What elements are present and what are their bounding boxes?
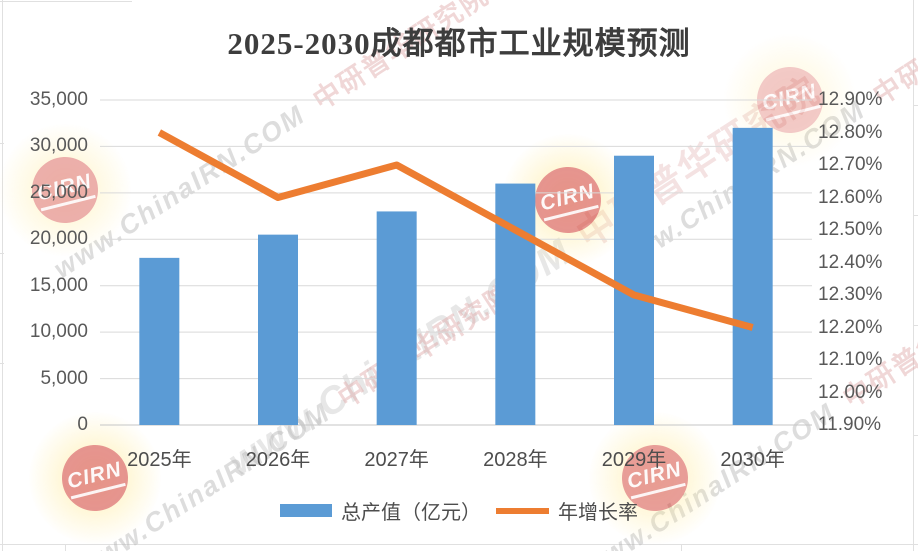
bar-2026年[interactable] xyxy=(258,234,298,425)
x-axis-tick-label[interactable]: 2027年 xyxy=(364,449,429,471)
x-axis-tick-label[interactable]: 2026年 xyxy=(245,449,311,471)
legend-bar-swatch xyxy=(280,504,332,517)
left-axis-tick-label[interactable]: 25,000 xyxy=(29,181,88,203)
spreadsheet-gridline xyxy=(0,253,4,254)
spreadsheet-gridline xyxy=(65,544,66,551)
left-axis-tick-label[interactable]: 20,000 xyxy=(29,228,88,250)
right-axis-tick-label[interactable]: 12.80% xyxy=(818,121,883,143)
legend-label-output-value: 总产值（亿元） xyxy=(341,502,481,524)
left-axis[interactable]: 35,000 30,000 25,000 20,000 15,000 10,000 5,00… xyxy=(0,0,88,551)
left-axis-tick-label[interactable]: 30,000 xyxy=(29,135,88,157)
right-axis-tick-label[interactable]: 11.90% xyxy=(818,414,882,435)
spreadsheet-gridline xyxy=(913,0,914,551)
growth-rate-line[interactable] xyxy=(157,129,754,331)
bar-2025年[interactable] xyxy=(139,257,180,425)
bar-2027年[interactable] xyxy=(376,211,417,425)
spreadsheet-gridline xyxy=(0,143,4,144)
spreadsheet-gridline xyxy=(913,435,918,436)
spreadsheet-gridline xyxy=(913,325,918,326)
right-axis-tick-label[interactable]: 12.60% xyxy=(818,186,883,208)
spreadsheet-gridline xyxy=(681,544,682,551)
legend-item-output-value[interactable]: 总产值（亿元） xyxy=(280,496,481,525)
legend-line-swatch xyxy=(496,507,549,514)
spreadsheet-gridline xyxy=(2,0,3,551)
spreadsheet-gridline xyxy=(913,215,918,216)
right-axis-tick-label[interactable]: 12.70% xyxy=(818,154,883,175)
x-axis-tick-label[interactable]: 2029年 xyxy=(601,449,667,471)
legend-item-growth-rate[interactable]: 年增长率 xyxy=(496,496,638,525)
spreadsheet-gridline xyxy=(0,544,918,545)
right-axis-tick-label[interactable]: 12.90% xyxy=(818,89,883,110)
chart-title[interactable]: 2025-2030成都都市工业规模预测 xyxy=(227,26,691,61)
spreadsheet-gridline xyxy=(0,363,4,364)
right-axis-tick-label[interactable]: 12.00% xyxy=(818,381,883,403)
right-axis-tick-label[interactable]: 12.30% xyxy=(818,284,883,305)
left-axis-tick-label[interactable]: 0 xyxy=(77,414,88,435)
left-axis-tick-label[interactable]: 10,000 xyxy=(29,321,88,343)
left-axis-tick-label[interactable]: 35,000 xyxy=(29,89,88,110)
right-axis[interactable]: 12.90% 12.80% 12.70% 12.60% 12.50% 12.40% 12.3… xyxy=(818,0,918,551)
right-axis-tick-label[interactable]: 12.10% xyxy=(818,349,883,370)
right-axis-tick-label[interactable]: 12.40% xyxy=(818,251,883,273)
left-axis-tick-label[interactable]: 15,000 xyxy=(29,274,88,296)
spreadsheet-gridline xyxy=(0,1,132,2)
left-axis-tick-label[interactable]: 5,000 xyxy=(40,367,88,389)
x-axis-tick-label[interactable]: 2025年 xyxy=(127,449,192,471)
legend-label-growth-rate: 年增长率 xyxy=(558,502,638,524)
legend[interactable]: 总产值（亿元） 年增长率 xyxy=(0,496,918,525)
right-axis-tick-label[interactable]: 12.50% xyxy=(818,219,883,240)
x-axis-tick-label[interactable]: 2028年 xyxy=(483,449,548,471)
bar-2030年[interactable] xyxy=(732,127,773,425)
x-axis-tick-label[interactable]: 2030年 xyxy=(720,449,785,471)
right-axis-tick-label[interactable]: 12.20% xyxy=(818,316,883,338)
spreadsheet-gridline xyxy=(913,105,918,106)
